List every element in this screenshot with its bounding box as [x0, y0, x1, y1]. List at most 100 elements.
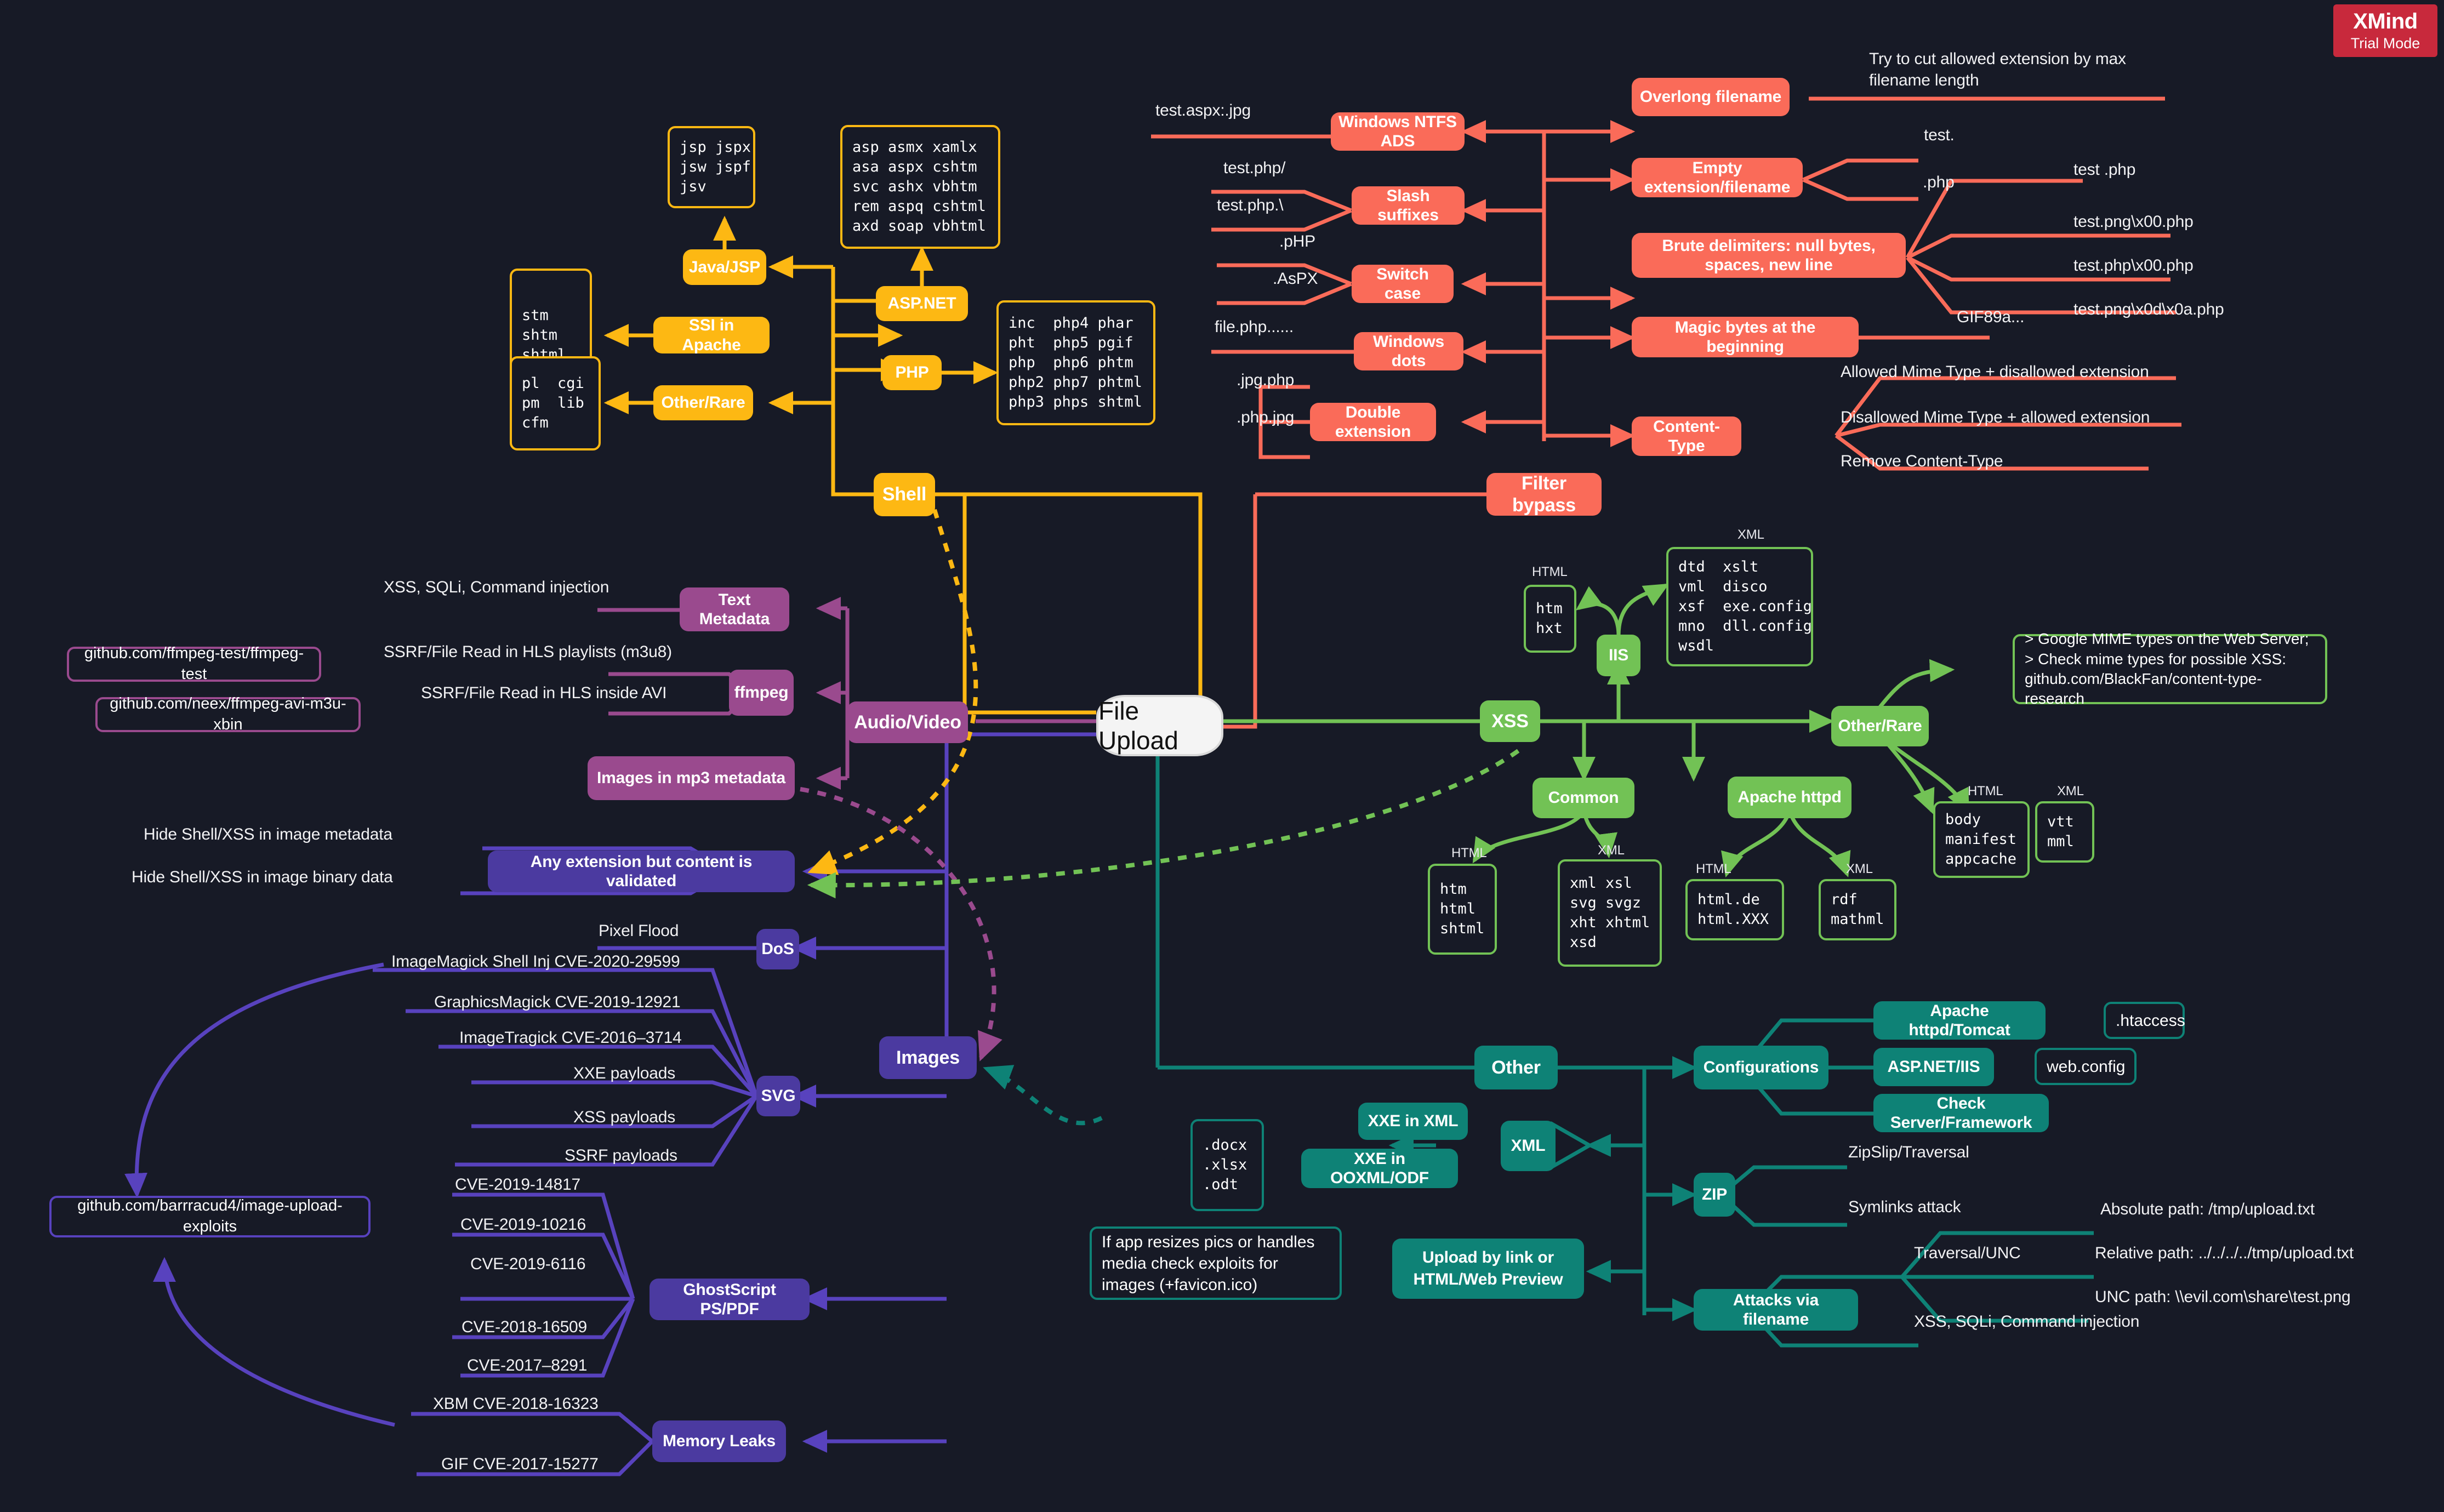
node-attacks-via-filename[interactable]: Attacks via filename	[1694, 1289, 1858, 1331]
label-unc-path: UNC path: \\evil.com\share\test.png	[2095, 1288, 2351, 1306]
node-magic-bytes[interactable]: Magic bytes at the beginning	[1632, 317, 1859, 357]
node-iis[interactable]: IIS	[1597, 635, 1640, 676]
node-zip[interactable]: ZIP	[1694, 1173, 1735, 1217]
label-php-jpg: .php.jpg	[1237, 408, 1295, 426]
codes-iis-xml: dtd xslt vml disco xsf exe.config mno dl…	[1666, 547, 1813, 666]
node-svg[interactable]: SVG	[756, 1076, 800, 1116]
xmind-watermark: XMind Trial Mode	[2333, 4, 2437, 57]
label-dot-php: .php	[1923, 173, 1955, 191]
node-common[interactable]: Common	[1533, 778, 1634, 818]
node-upload-by-link-or-preview[interactable]: Upload by link or HTML/Web Preview	[1392, 1239, 1584, 1299]
label-xss-payloads: XSS payloads	[573, 1108, 676, 1126]
node-any-extension-content-validated[interactable]: Any extension but content is validated	[488, 851, 795, 892]
label-xxe-payloads: XXE payloads	[573, 1064, 676, 1082]
label-text-metadata-attacks: XSS, SQLi, Command injection	[384, 578, 609, 596]
label-ssrf-payloads: SSRF payloads	[565, 1146, 677, 1165]
label-relative-path: Relative path: ../../../../tmp/upload.tx…	[2095, 1244, 2354, 1262]
codes-apache-html: html.de html.XXX	[1685, 879, 1784, 940]
node-ghostscript-ps-pdf[interactable]: GhostScript PS/PDF	[650, 1279, 810, 1320]
node-audio-video[interactable]: Audio/Video	[847, 701, 968, 743]
node-other-rare-shell[interactable]: Other/Rare	[653, 385, 753, 420]
label-cve-2019-10216: CVE-2019-10216	[460, 1216, 586, 1234]
codes-other-rare-html: body manifest appcache	[1933, 801, 2030, 878]
label-jpg-php: .jpg.php	[1237, 371, 1295, 389]
node-other-rare-xss[interactable]: Other/Rare	[1831, 706, 1929, 746]
kind-label-xml-other-rare: XML	[2057, 784, 2084, 798]
node-other[interactable]: Other	[1474, 1046, 1558, 1089]
codes-common-xml: xml xsl svg svgz xht xhtml xsd	[1558, 859, 1662, 967]
node-asp-net[interactable]: ASP.NET	[876, 286, 968, 321]
label-test-php-slash: test.php/	[1223, 159, 1286, 177]
label-file-php-dots: file.php......	[1215, 318, 1294, 336]
node-content-type[interactable]: Content-Type	[1632, 416, 1741, 456]
label-test-php-x00-php: test.php\x00.php	[2073, 256, 2194, 275]
label-remove-content-type: Remove Content-Type	[1841, 452, 2003, 470]
node-apache-httpd-tomcat[interactable]: Apache httpd/Tomcat	[1873, 1001, 2046, 1040]
codes-common-html: htm html shtml	[1428, 864, 1497, 955]
node-overlong-filename[interactable]: Overlong filename	[1632, 78, 1790, 116]
codes-java-jsp: jsp jspx jsw jspf jsv	[668, 126, 755, 208]
node-switch-case[interactable]: Switch case	[1352, 265, 1454, 303]
xmind-subtitle: Trial Mode	[2350, 35, 2420, 52]
node-check-server-framework[interactable]: Check Server/Framework	[1873, 1094, 2049, 1132]
label-gif-cve-2017-15277: GIF CVE-2017-15277	[441, 1455, 599, 1473]
node-text-metadata[interactable]: Text Metadata	[680, 587, 789, 631]
node-php[interactable]: PHP	[882, 355, 942, 390]
codes-other-rare-xml: vtt mml	[2035, 801, 2094, 863]
node-apache-httpd[interactable]: Apache httpd	[1728, 777, 1851, 818]
label-test-php-backslash: test.php.\	[1217, 196, 1284, 214]
link-ffmpeg-avi-m3u-xbin[interactable]: github.com/neex/ffmpeg-avi-m3u-xbin	[95, 695, 361, 733]
node-images-in-mp3-metadata[interactable]: Images in mp3 metadata	[588, 756, 795, 800]
node-filter-bypass[interactable]: Filter bypass	[1486, 473, 1602, 516]
kind-label-html-iis: HTML	[1532, 564, 1568, 579]
file-htaccess: .htaccess	[2104, 1002, 2185, 1039]
node-xxe-in-ooxml-odf[interactable]: XXE in OOXML/ODF	[1301, 1149, 1458, 1188]
node-brute-delimiters[interactable]: Brute delimiters: null bytes, spaces, ne…	[1632, 233, 1906, 278]
codes-office-extensions: .docx .xlsx .odt	[1190, 1119, 1264, 1211]
label-zipslip-traversal: ZipSlip/Traversal	[1848, 1143, 1969, 1161]
label-test-aspx-jpg: test.aspx:.jpg	[1155, 101, 1251, 119]
node-java-jsp[interactable]: Java/JSP	[683, 249, 766, 285]
node-aspnet-iis[interactable]: ASP.NET/IIS	[1873, 1048, 1994, 1086]
label-overlong-hint: Try to cut allowed extension by max file…	[1869, 50, 2126, 89]
node-images[interactable]: Images	[879, 1036, 977, 1079]
label-graphicsmagick-cve: GraphicsMagick CVE-2019-12921	[434, 993, 681, 1011]
link-ffmpeg-test[interactable]: github.com/ffmpeg-test/ffmpeg-test	[67, 644, 321, 683]
node-double-extension[interactable]: Double extension	[1310, 403, 1436, 441]
codes-php: inc php4 phar pht php5 pgif php php6 pht…	[996, 300, 1155, 425]
node-windows-ntfs-ads[interactable]: Windows NTFS ADS	[1331, 112, 1465, 151]
label-xbm-cve-2018-16323: XBM CVE-2018-16323	[433, 1395, 599, 1413]
label-php-mixed-case: .pHP	[1279, 232, 1315, 250]
codes-asp-net: asp asmx xamlx asa aspx cshtm svc ashx v…	[840, 125, 1000, 249]
node-windows-dots[interactable]: Windows dots	[1354, 332, 1463, 370]
label-test-space-php: test .php	[2073, 161, 2136, 179]
node-xss[interactable]: XSS	[1480, 700, 1540, 742]
label-cve-2019-6116: CVE-2019-6116	[470, 1255, 586, 1273]
note-other-rare-xss: > Google MIME types on the Web Server; >…	[2013, 630, 2327, 707]
label-absolute-path: Absolute path: /tmp/upload.txt	[2100, 1200, 2315, 1218]
label-test-png-x00-php: test.png\x00.php	[2073, 213, 2194, 231]
node-xxe-in-xml[interactable]: XXE in XML	[1358, 1103, 1468, 1140]
codes-apache-xml: rdf mathml	[1819, 879, 1896, 940]
note-resize-media-exploits: If app resizes pics or handles media che…	[1090, 1226, 1342, 1300]
link-image-upload-exploits[interactable]: github.com/barrracud4/image-upload-explo…	[49, 1196, 371, 1237]
label-disallowed-mime-allowed-ext: Disallowed Mime Type + allowed extension	[1841, 408, 2150, 426]
label-imagetragick-cve: ImageTragick CVE-2016–3714	[459, 1029, 682, 1047]
node-ssi-in-apache[interactable]: SSI in Apache	[653, 316, 770, 354]
node-xml[interactable]: XML	[1501, 1121, 1556, 1171]
node-shell[interactable]: Shell	[874, 473, 935, 516]
kind-label-html-common: HTML	[1451, 846, 1487, 860]
node-configurations[interactable]: Configurations	[1694, 1046, 1828, 1089]
node-ffmpeg[interactable]: ffmpeg	[729, 670, 794, 716]
label-ssrf-hls-m3u8: SSRF/File Read in HLS playlists (m3u8)	[384, 643, 672, 661]
label-cve-2019-14817: CVE-2019-14817	[455, 1176, 581, 1194]
node-empty-extension-filename[interactable]: Empty extension/filename	[1632, 158, 1803, 197]
kind-label-xml-common: XML	[1598, 843, 1625, 858]
root-node-file-upload[interactable]: File Upload	[1096, 695, 1223, 756]
label-imagemagick-shell-inj: ImageMagick Shell Inj CVE-2020-29599	[391, 952, 680, 971]
node-dos[interactable]: DoS	[756, 929, 799, 969]
node-memory-leaks[interactable]: Memory Leaks	[652, 1420, 786, 1462]
label-aspx-mixed-case: .AsPX	[1273, 270, 1318, 288]
node-slash-suffixes[interactable]: Slash suffixes	[1352, 186, 1465, 225]
kind-label-html-apache: HTML	[1696, 861, 1731, 876]
